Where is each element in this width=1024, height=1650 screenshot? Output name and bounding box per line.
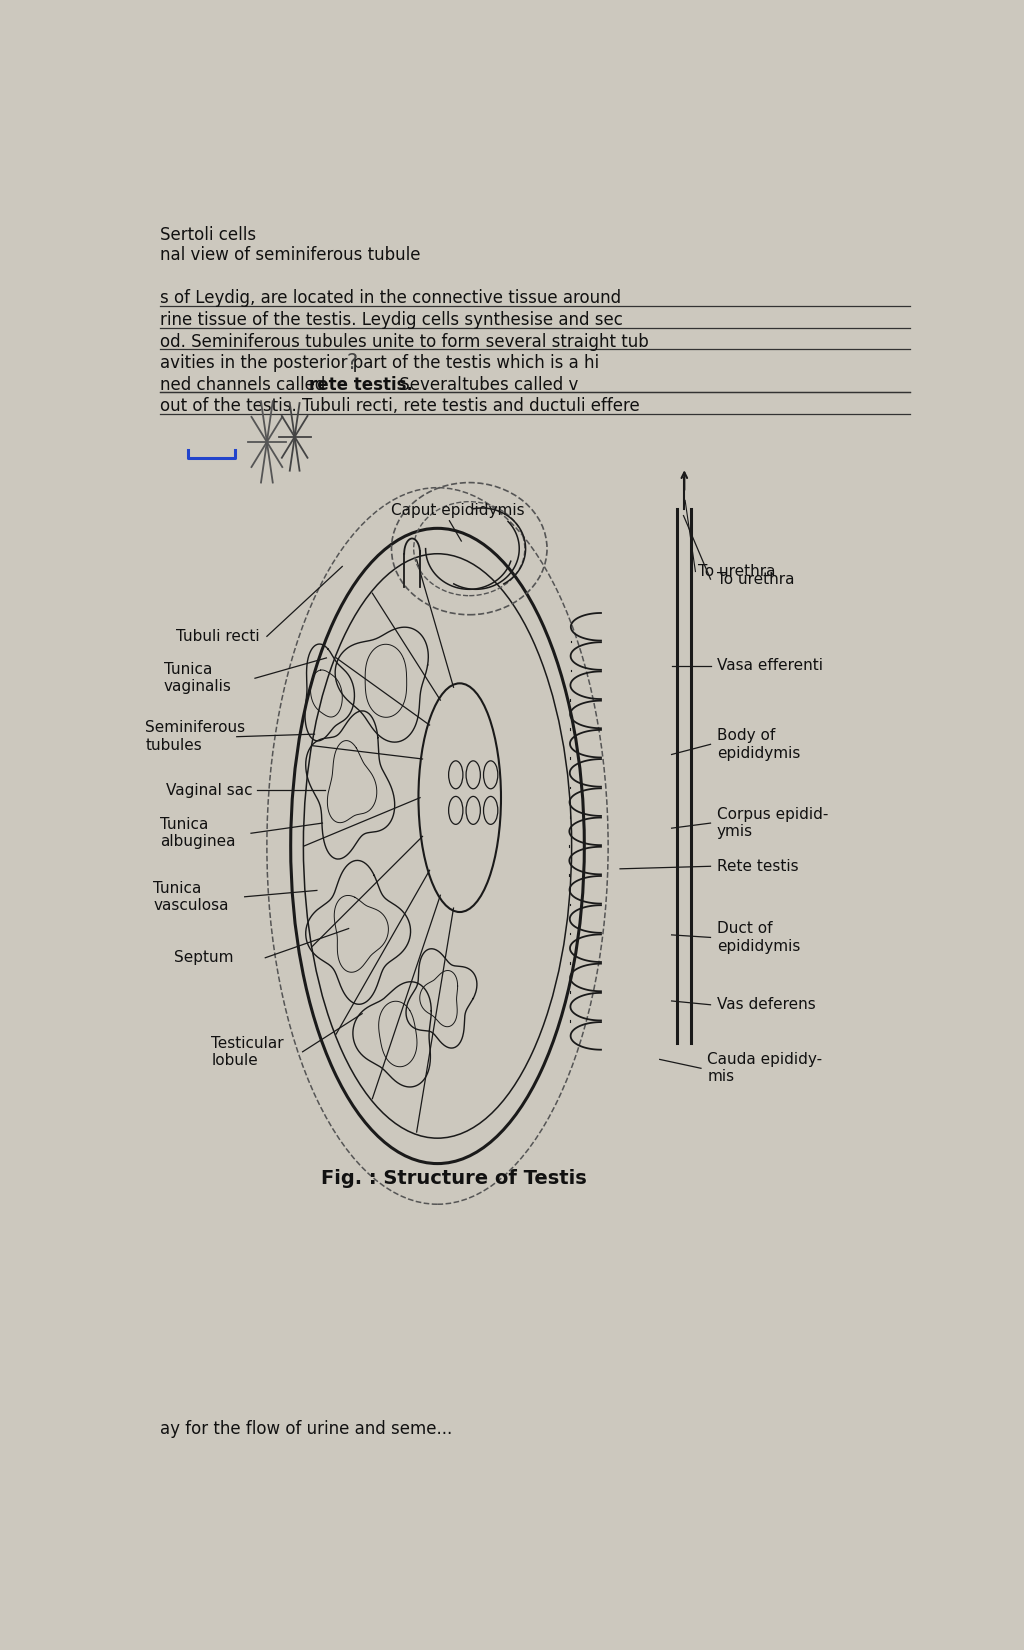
Text: Fig. : Structure of Testis: Fig. : Structure of Testis xyxy=(321,1170,587,1188)
Text: rete testis.: rete testis. xyxy=(309,376,413,394)
Text: To urethra: To urethra xyxy=(717,571,795,587)
Text: s of Leydig, are located in the connective tissue around: s of Leydig, are located in the connecti… xyxy=(160,289,621,307)
Text: Testicular
lobule: Testicular lobule xyxy=(211,1036,284,1068)
Text: Vas deferens: Vas deferens xyxy=(717,997,815,1011)
Text: Sertoli cells: Sertoli cells xyxy=(160,226,256,244)
Text: ned channels called: ned channels called xyxy=(160,376,331,394)
Text: Corpus epidid-
ymis: Corpus epidid- ymis xyxy=(717,807,828,840)
Text: Rete testis: Rete testis xyxy=(717,858,799,874)
Text: Duct of
epididymis: Duct of epididymis xyxy=(717,921,800,954)
Text: ?: ? xyxy=(346,353,357,373)
Text: tubes called v: tubes called v xyxy=(458,376,579,394)
Text: Tubuli recti: Tubuli recti xyxy=(176,629,259,644)
Text: ay for the flow of urine and seme...: ay for the flow of urine and seme... xyxy=(160,1421,452,1439)
Text: nal view of seminiferous tubule: nal view of seminiferous tubule xyxy=(160,246,420,264)
Text: To urethra: To urethra xyxy=(697,564,775,579)
Text: out of the testis. Tubuli recti, rete testis and ductuli effere: out of the testis. Tubuli recti, rete te… xyxy=(160,398,640,416)
Text: Cauda epididy-
mis: Cauda epididy- mis xyxy=(708,1053,822,1084)
Text: avities in the posterior part of the testis which is a hi: avities in the posterior part of the tes… xyxy=(160,355,599,373)
Text: Tunica
albuginea: Tunica albuginea xyxy=(160,817,236,850)
Text: Seminiferous
tubules: Seminiferous tubules xyxy=(145,721,246,752)
Text: Tunica
vasculosa: Tunica vasculosa xyxy=(154,881,229,912)
Text: Several: Several xyxy=(394,376,462,394)
Text: Caput epididymis: Caput epididymis xyxy=(390,503,524,518)
Text: Body of
epididymis: Body of epididymis xyxy=(717,728,800,761)
Text: od. Seminiferous tubules unite to form several straight tub: od. Seminiferous tubules unite to form s… xyxy=(160,333,648,351)
Text: Tunica
vaginalis: Tunica vaginalis xyxy=(164,662,231,695)
Text: Septum: Septum xyxy=(174,950,233,965)
Text: Vasa efferenti: Vasa efferenti xyxy=(717,658,823,673)
Text: Vaginal sac: Vaginal sac xyxy=(166,782,253,797)
Text: rine tissue of the testis. Leydig cells synthesise and sec: rine tissue of the testis. Leydig cells … xyxy=(160,312,623,328)
